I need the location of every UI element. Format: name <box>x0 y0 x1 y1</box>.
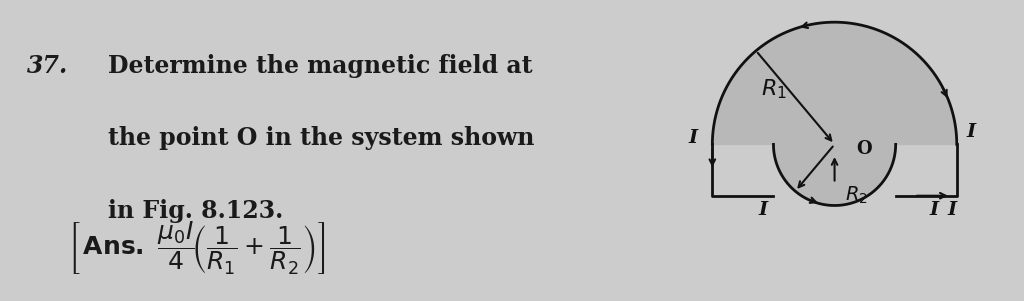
Polygon shape <box>713 22 956 144</box>
Text: I: I <box>967 123 976 141</box>
Text: I: I <box>688 129 697 147</box>
Text: Determine the magnetic field at: Determine the magnetic field at <box>109 54 532 78</box>
Text: $R_2$: $R_2$ <box>845 185 868 206</box>
Text: I: I <box>758 201 767 219</box>
Text: the point O in the system shown: the point O in the system shown <box>109 126 535 150</box>
Text: in Fig. 8.123.: in Fig. 8.123. <box>109 199 284 223</box>
Text: 37.: 37. <box>27 54 69 78</box>
Text: I: I <box>930 201 939 219</box>
Text: I: I <box>947 201 956 219</box>
Text: O: O <box>856 140 872 158</box>
Text: $\left[\,\mathbf{Ans.}\ \dfrac{\mu_0 I}{4}\!\left(\dfrac{1}{R_1}+\dfrac{1}{R_2}\: $\left[\,\mathbf{Ans.}\ \dfrac{\mu_0 I}{… <box>68 220 325 277</box>
Text: $R_1$: $R_1$ <box>761 78 786 101</box>
Polygon shape <box>773 144 896 206</box>
